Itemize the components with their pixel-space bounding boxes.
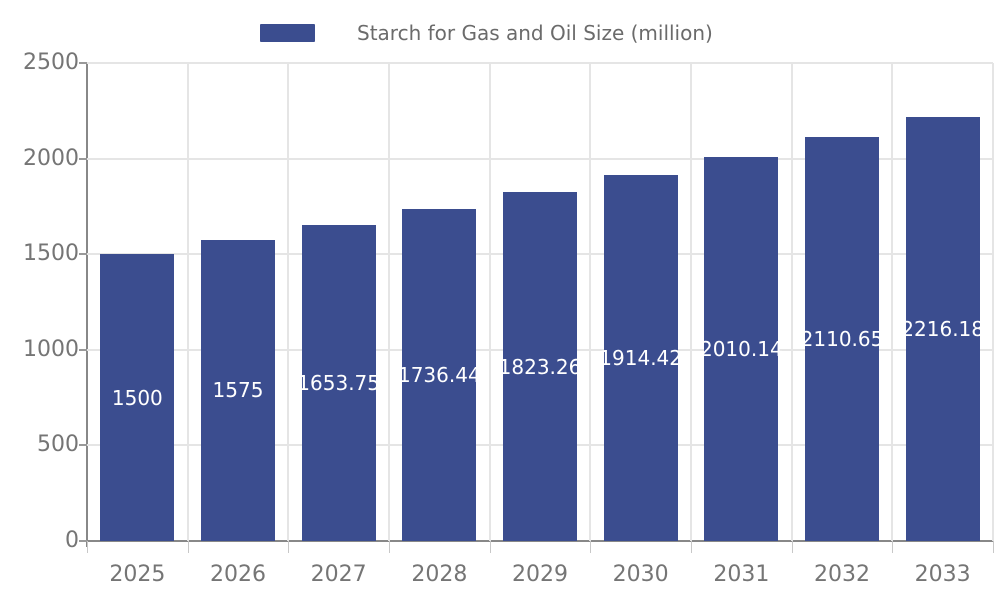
bar[interactable]: 2110.65 (801, 137, 883, 541)
y-axis-tick-mark (79, 540, 87, 542)
x-axis-tick-label: 2031 (713, 562, 770, 587)
x-axis-tick-label: 2033 (914, 562, 971, 587)
bar-value-label: 1914.42 (599, 345, 683, 370)
bar-value-label: 1653.75 (297, 370, 381, 395)
bar-value-label: 2216.18 (901, 317, 985, 342)
bar[interactable]: 1736.44 (398, 209, 481, 541)
bar[interactable]: 1575 (201, 239, 275, 541)
bar[interactable]: 1823.26 (499, 192, 581, 541)
y-axis-tick-mark (79, 444, 87, 447)
y-axis-tick-mark (79, 253, 87, 256)
x-axis-tick-label: 2032 (813, 562, 870, 587)
bar-value-label: 1823.26 (498, 354, 582, 379)
x-axis-tick-label: 2030 (612, 562, 669, 587)
bar-value-label: 1500 (111, 385, 163, 410)
x-axis-tick-mark (87, 541, 88, 553)
legend-item[interactable]: Starch for Gas and Oil Size (million) (260, 21, 713, 45)
gridline-horizontal (87, 62, 993, 64)
gridline-vertical (589, 63, 592, 541)
y-axis-tick-label: 0 (65, 528, 79, 553)
bar-value-label: 1575 (212, 378, 264, 403)
x-axis-tick-mark (691, 541, 692, 553)
x-axis-tick-mark (187, 541, 189, 553)
legend-label: Starch for Gas and Oil Size (million) (357, 21, 713, 45)
x-axis-line (87, 540, 993, 542)
y-axis-line (86, 63, 88, 547)
x-axis-tick-label: 2025 (109, 562, 166, 587)
x-axis-tick-mark (993, 541, 994, 553)
gridline-vertical (891, 63, 894, 541)
bar-value-label: 1736.44 (397, 363, 481, 387)
bar[interactable]: 1914.42 (599, 174, 682, 541)
x-axis-tick-label: 2029 (511, 562, 568, 587)
bar[interactable]: 1653.75 (297, 224, 380, 541)
y-axis-tick-mark (79, 348, 87, 351)
y-axis-tick-label: 2000 (23, 145, 79, 171)
gridline-vertical (388, 63, 390, 541)
x-axis-tick-mark (892, 541, 894, 553)
x-axis-tick-mark (590, 541, 592, 553)
bar[interactable]: 2010.14 (700, 156, 783, 541)
legend-swatch-icon (260, 24, 315, 42)
x-axis-tick-mark (389, 541, 390, 553)
gridline-vertical (488, 63, 491, 541)
gridline-vertical (186, 63, 189, 541)
gridline-vertical (790, 63, 793, 541)
x-axis-tick-mark (791, 541, 793, 553)
gridline-vertical (992, 63, 994, 541)
y-axis-tick-label: 500 (37, 432, 79, 458)
bar[interactable]: 2216.18 (901, 117, 984, 541)
y-axis-tick-label: 2500 (23, 50, 79, 75)
bar-value-label: 2110.65 (800, 327, 884, 352)
bar-value-label: 2010.14 (699, 336, 783, 361)
gridline-vertical (690, 63, 692, 541)
x-axis-tick-label: 2026 (209, 562, 266, 587)
y-axis-tick-label: 1500 (23, 241, 79, 267)
y-axis-tick-mark (79, 62, 87, 64)
x-axis-tick-mark (489, 541, 491, 553)
y-axis-tick-label: 1000 (23, 336, 79, 362)
gridline-vertical (287, 63, 290, 541)
gridline-horizontal (87, 157, 993, 160)
plot-area: 1500 1575 1653.75 1736.44 1823.26 1914.42 2010… (87, 62, 994, 541)
x-axis-tick-label: 2028 (411, 562, 468, 587)
x-axis-tick-label: 2027 (310, 562, 367, 587)
x-axis-tick-mark (288, 541, 290, 553)
bar[interactable]: 1500 (100, 254, 175, 541)
y-axis-tick-mark (79, 157, 87, 160)
